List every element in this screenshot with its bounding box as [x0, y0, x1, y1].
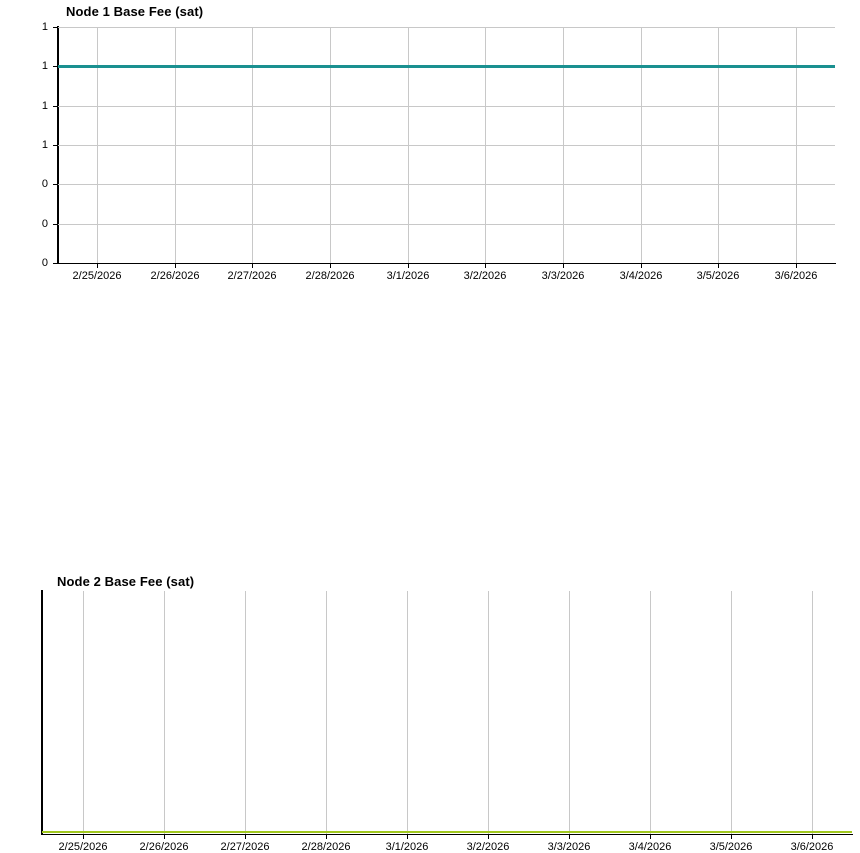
chart-1-gridline-vertical	[175, 27, 176, 263]
chart-1-x-tick-mark	[485, 263, 486, 268]
chart-1-gridline-horizontal	[58, 27, 835, 28]
chart-2-gridline-vertical	[650, 591, 651, 834]
chart-2-title: Node 2 Base Fee (sat)	[57, 574, 195, 589]
chart-1-series-line	[58, 65, 835, 68]
chart-2-gridline-vertical	[245, 591, 246, 834]
chart-2-x-tick-label: 2/28/2026	[301, 841, 351, 853]
chart-1-y-tick-label: 0	[41, 257, 48, 269]
chart-2-x-tick-mark	[83, 834, 84, 839]
chart-1-x-tick-label: 2/25/2026	[72, 270, 122, 282]
chart-1-x-tick-mark	[97, 263, 98, 268]
chart-1-gridline-vertical	[485, 27, 486, 263]
chart-1-y-tick-label: 0	[41, 178, 48, 190]
chart-2-gridline-vertical	[164, 591, 165, 834]
chart-2-x-tick-mark	[164, 834, 165, 839]
chart-1-y-tick-label: 0	[41, 218, 48, 230]
chart-1-x-tick-label: 2/27/2026	[227, 270, 277, 282]
chart-2-x-tick-mark	[812, 834, 813, 839]
chart-2-gridline-vertical	[569, 591, 570, 834]
chart-2-gridline-vertical	[731, 591, 732, 834]
chart-1-y-tick-label: 1	[41, 60, 48, 72]
chart-1-x-tick-label: 3/5/2026	[696, 270, 740, 282]
chart-2-x-tick-label: 3/5/2026	[709, 841, 753, 853]
chart-1-x-tick-mark	[796, 263, 797, 268]
chart-1-y-tick-mark	[53, 66, 58, 67]
chart-1-x-tick-label: 3/3/2026	[541, 270, 585, 282]
chart-1-gridline-horizontal	[58, 224, 835, 225]
chart-1-gridline-vertical	[796, 27, 797, 263]
chart-2-plot-area	[42, 591, 852, 834]
chart-1-x-tick-mark	[718, 263, 719, 268]
chart-1-x-tick-label: 3/4/2026	[619, 270, 663, 282]
chart-2-series-line	[42, 831, 852, 833]
chart-2-x-tick-label: 2/27/2026	[220, 841, 270, 853]
chart-1-title: Node 1 Base Fee (sat)	[66, 4, 204, 19]
chart-1-y-tick-mark	[53, 224, 58, 225]
chart-1-x-tick-mark	[641, 263, 642, 268]
chart-1-gridline-vertical	[97, 27, 98, 263]
chart-1-x-tick-mark	[330, 263, 331, 268]
chart-1-x-tick-mark	[563, 263, 564, 268]
chart-1-gridline-horizontal	[58, 106, 835, 107]
chart-1-gridline-vertical	[718, 27, 719, 263]
chart-1-plot-area	[58, 27, 835, 263]
chart-1-y-tick-mark	[53, 27, 58, 28]
chart-2-x-tick-label: 3/3/2026	[547, 841, 591, 853]
chart-node-2-base-fee: Node 2 Base Fee (sat) 2/25/2026 2/26/2026…	[0, 288, 860, 853]
chart-2-x-tick-mark	[488, 834, 489, 839]
chart-1-x-tick-label: 3/1/2026	[386, 270, 430, 282]
chart-2-x-tick-mark	[407, 834, 408, 839]
chart-1-x-tick-label: 2/28/2026	[305, 270, 355, 282]
chart-2-x-tick-mark	[731, 834, 732, 839]
chart-1-x-tick-mark	[252, 263, 253, 268]
chart-2-x-tick-label: 2/25/2026	[58, 841, 108, 853]
chart-2-x-tick-label: 3/2/2026	[466, 841, 510, 853]
chart-1-gridline-vertical	[563, 27, 564, 263]
chart-2-x-tick-label: 3/1/2026	[385, 841, 429, 853]
chart-1-y-tick-mark	[53, 263, 58, 264]
chart-1-x-tick-label: 3/2/2026	[463, 270, 507, 282]
chart-1-gridline-vertical	[641, 27, 642, 263]
chart-1-gridline-vertical	[330, 27, 331, 263]
chart-1-gridline-vertical	[408, 27, 409, 263]
chart-2-gridline-vertical	[407, 591, 408, 834]
chart-2-x-tick-mark	[326, 834, 327, 839]
chart-2-x-tick-mark	[245, 834, 246, 839]
chart-1-y-tick-label: 1	[41, 139, 48, 151]
chart-1-y-tick-label: 1	[41, 100, 48, 112]
chart-1-gridline-horizontal	[58, 145, 835, 146]
chart-node-1-base-fee: Node 1 Base Fee (sat) 1 1 1 1 0 0 0 2/25/2026 2…	[0, 0, 860, 288]
chart-1-y-tick-mark	[53, 106, 58, 107]
chart-2-gridline-vertical	[488, 591, 489, 834]
chart-1-y-tick-label: 1	[41, 21, 48, 33]
chart-2-x-tick-label: 2/26/2026	[139, 841, 189, 853]
chart-2-gridline-vertical	[326, 591, 327, 834]
chart-2-x-tick-label: 3/4/2026	[628, 841, 672, 853]
chart-1-y-tick-mark	[53, 184, 58, 185]
chart-1-gridline-vertical	[252, 27, 253, 263]
chart-1-x-tick-label: 2/26/2026	[150, 270, 200, 282]
chart-1-y-tick-mark	[53, 145, 58, 146]
chart-2-x-tick-mark	[569, 834, 570, 839]
chart-2-x-tick-mark	[650, 834, 651, 839]
chart-1-x-tick-label: 3/6/2026	[774, 270, 818, 282]
chart-1-x-tick-mark	[408, 263, 409, 268]
chart-1-gridline-horizontal	[58, 184, 835, 185]
chart-1-x-tick-mark	[175, 263, 176, 268]
chart-1-x-axis-line	[57, 263, 836, 264]
chart-2-x-tick-label: 3/6/2026	[790, 841, 834, 853]
chart-2-gridline-vertical	[83, 591, 84, 834]
chart-2-gridline-vertical	[812, 591, 813, 834]
